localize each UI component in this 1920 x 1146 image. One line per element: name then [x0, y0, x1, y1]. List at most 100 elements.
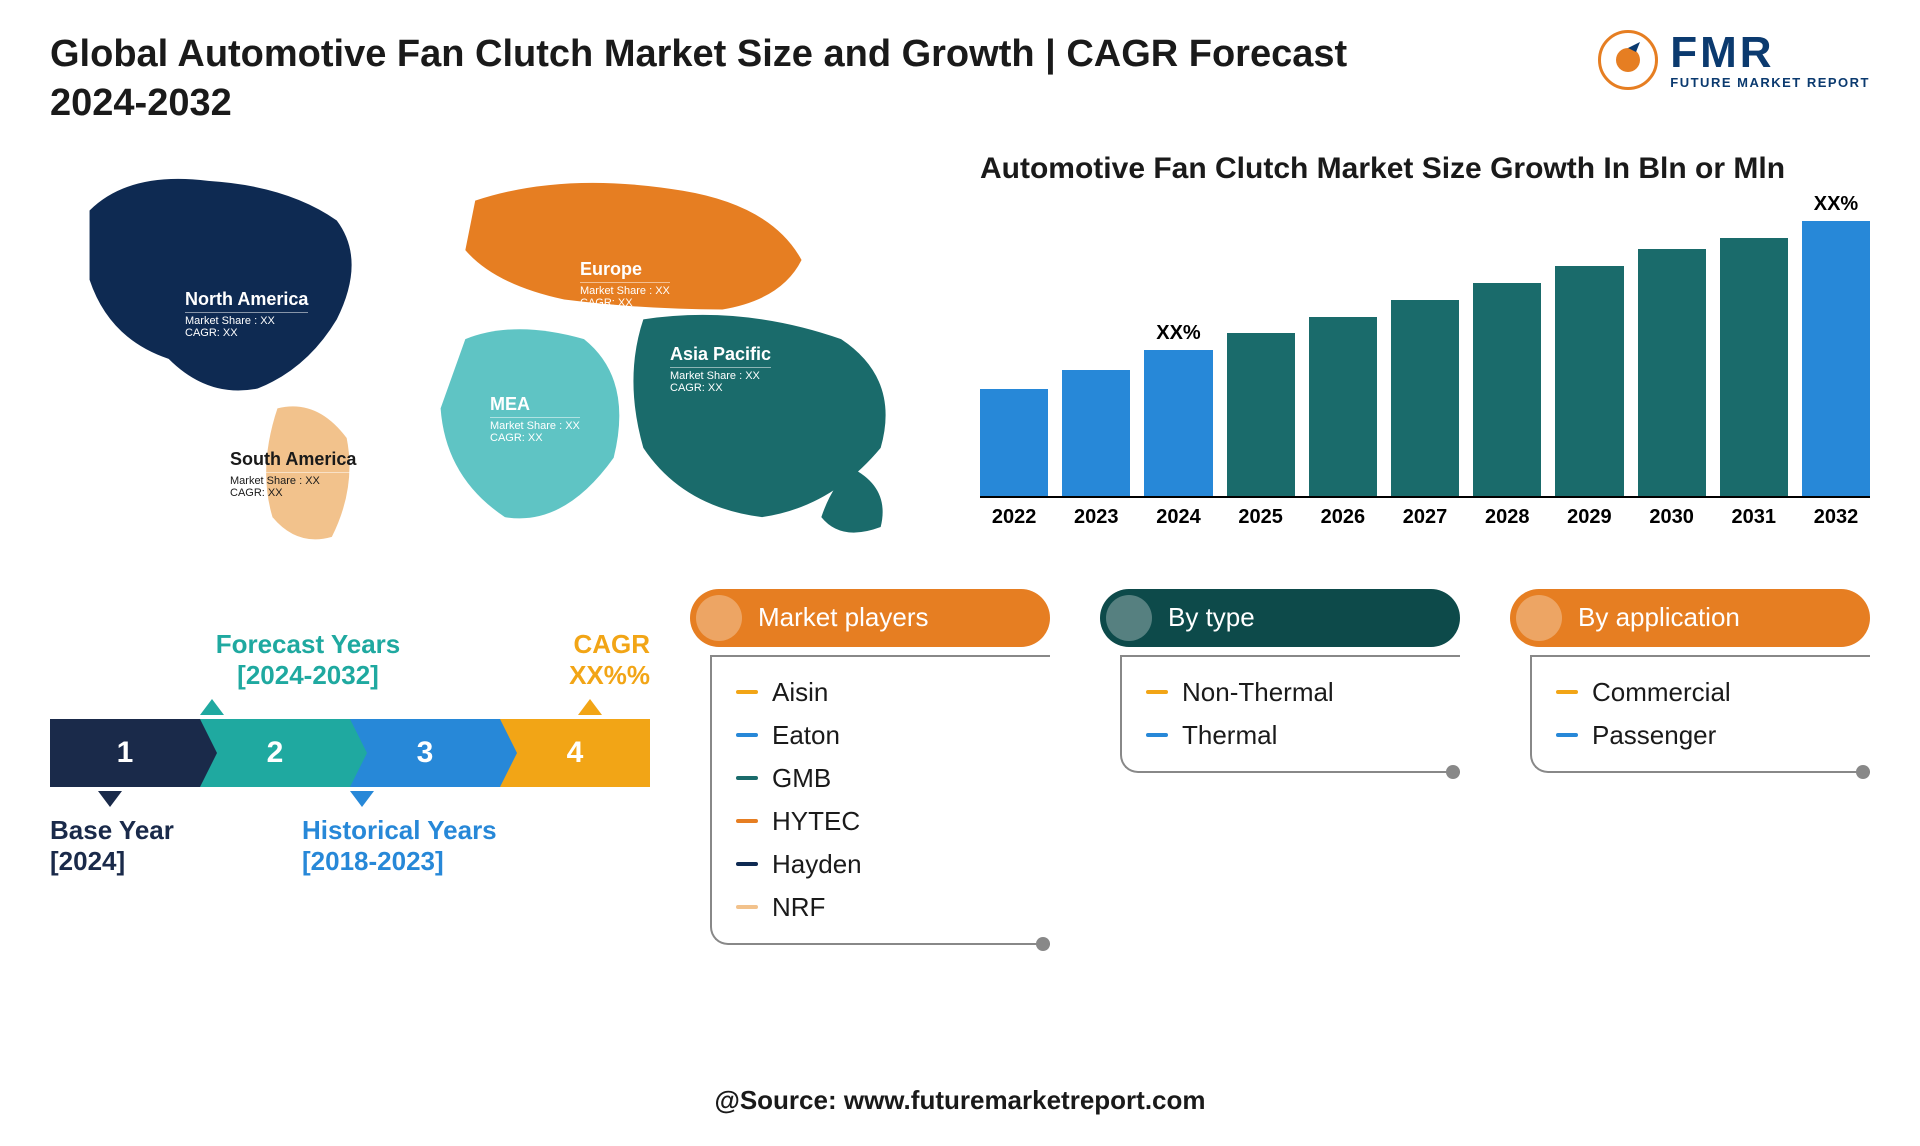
- category-pill: Market players: [690, 589, 1050, 647]
- bar-annotation: XX%: [1156, 322, 1200, 345]
- page-title: Global Automotive Fan Clutch Market Size…: [50, 30, 1350, 129]
- category-list: Non-Thermal Thermal: [1122, 671, 1460, 757]
- region-market-share: Market Share : XX: [670, 370, 771, 382]
- arrow-down-icon: [98, 791, 122, 807]
- bar-col: [1227, 333, 1295, 495]
- bar-col: [1062, 370, 1130, 496]
- x-axis-label: 2027: [1391, 506, 1459, 529]
- list-item: Commercial: [1556, 671, 1870, 714]
- category-title: By application: [1578, 602, 1740, 633]
- tick-icon: [1146, 733, 1168, 737]
- region-market-share: Market Share : XX: [185, 315, 308, 327]
- region-name: North America: [185, 289, 308, 313]
- tick-icon: [736, 819, 758, 823]
- tick-icon: [1556, 733, 1578, 737]
- chart-title: Automotive Fan Clutch Market Size Growth…: [980, 149, 1870, 188]
- category-column: Market players Aisin Eaton GMB HYTEC Hayden NR…: [690, 589, 1050, 945]
- timeline-bar: 1 2 3 4: [50, 719, 650, 787]
- list-item: Eaton: [736, 714, 1050, 757]
- logo-text-sub: FUTURE MARKET REPORT: [1670, 75, 1870, 90]
- pill-dot-icon: [1516, 595, 1562, 641]
- category-bracket: Non-Thermal Thermal: [1120, 655, 1460, 773]
- x-axis-label: 2028: [1473, 506, 1541, 529]
- bar-col: [1391, 300, 1459, 496]
- list-item: NRF: [736, 886, 1050, 929]
- logo: FMR FUTURE MARKET REPORT: [1598, 30, 1870, 90]
- bar: [1227, 333, 1295, 495]
- x-axis-label: 2026: [1309, 506, 1377, 529]
- arrow-up-icon: [200, 699, 224, 715]
- region-name: Europe: [580, 259, 670, 283]
- historical-years-text: Historical Years: [302, 815, 497, 845]
- region-market-share: Market Share : XX: [230, 475, 356, 487]
- category-list: Aisin Eaton GMB HYTEC Hayden NRF: [712, 671, 1050, 929]
- tick-icon: [736, 733, 758, 737]
- item-name: Hayden: [772, 849, 862, 880]
- bar-col: [980, 389, 1048, 495]
- category-pill: By application: [1510, 589, 1870, 647]
- region-label-ap: Asia Pacific Market Share : XX CAGR: XX: [670, 344, 771, 394]
- region-cagr: CAGR: XX: [185, 327, 308, 339]
- source-attribution: @Source: www.futuremarketreport.com: [714, 1085, 1205, 1116]
- list-item: GMB: [736, 757, 1050, 800]
- bar: [1720, 238, 1788, 496]
- arrow-down-icon: [350, 791, 374, 807]
- x-axis-label: 2022: [980, 506, 1048, 529]
- region-name: Asia Pacific: [670, 344, 771, 368]
- category-pill: By type: [1100, 589, 1460, 647]
- category-title: By type: [1168, 602, 1255, 633]
- bar: [1638, 249, 1706, 495]
- base-year-text: Base Year: [50, 815, 174, 845]
- region-label-mea: MEA Market Share : XX CAGR: XX: [490, 394, 580, 444]
- logo-icon: [1598, 30, 1658, 90]
- timeline-seg-1: 1: [50, 719, 200, 787]
- bar: [980, 389, 1048, 495]
- logo-text-main: FMR: [1670, 31, 1870, 75]
- list-item: Thermal: [1146, 714, 1460, 757]
- region-cagr: CAGR: XX: [580, 297, 670, 309]
- tick-icon: [736, 690, 758, 694]
- forecast-years-range: [2024-2032]: [237, 660, 379, 690]
- category-column: By type Non-Thermal Thermal: [1100, 589, 1460, 945]
- historical-years-label: Historical Years [2018-2023]: [302, 815, 542, 877]
- region-name: South America: [230, 449, 356, 473]
- item-name: Eaton: [772, 720, 840, 751]
- region-label-eu: Europe Market Share : XX CAGR: XX: [580, 259, 670, 309]
- tick-icon: [1556, 690, 1578, 694]
- x-axis-label: 2030: [1638, 506, 1706, 529]
- bar-chart: Automotive Fan Clutch Market Size Growth…: [980, 149, 1870, 549]
- bar-col: [1309, 317, 1377, 496]
- item-name: HYTEC: [772, 806, 860, 837]
- x-axis-label: 2032: [1802, 506, 1870, 529]
- forecast-years-label: Forecast Years [2024-2032]: [158, 629, 458, 691]
- region-cagr: CAGR: XX: [670, 382, 771, 394]
- category-list: CommercialPassenger: [1532, 671, 1870, 757]
- bar-col: XX%: [1802, 221, 1870, 495]
- world-map: North America Market Share : XX CAGR: XX…: [50, 149, 940, 549]
- pill-dot-icon: [1106, 595, 1152, 641]
- region-name: MEA: [490, 394, 580, 418]
- tick-icon: [736, 776, 758, 780]
- bar: [1473, 283, 1541, 496]
- bar-col: [1638, 249, 1706, 495]
- category-column: By application CommercialPassenger: [1510, 589, 1870, 945]
- bar-col: XX%: [1144, 350, 1212, 496]
- timeline-seg-3: 3: [350, 719, 500, 787]
- base-year-range: [2024]: [50, 846, 125, 876]
- x-axis-label: 2031: [1720, 506, 1788, 529]
- arrow-up-icon: [578, 699, 602, 715]
- forecast-years-text: Forecast Years: [216, 629, 401, 659]
- timeline-seg-4: 4: [500, 719, 650, 787]
- region-label-na: North America Market Share : XX CAGR: XX: [185, 289, 308, 339]
- x-axis-label: 2024: [1144, 506, 1212, 529]
- map-north-america: [90, 179, 352, 391]
- tick-icon: [1146, 690, 1168, 694]
- bar-annotation: XX%: [1814, 193, 1858, 216]
- x-axis-label: 2029: [1555, 506, 1623, 529]
- category-bracket: Aisin Eaton GMB HYTEC Hayden NRF: [710, 655, 1050, 945]
- item-name: Aisin: [772, 677, 828, 708]
- item-name: Non-Thermal: [1182, 677, 1334, 708]
- base-year-label: Base Year [2024]: [50, 815, 230, 877]
- bar: [1555, 266, 1623, 496]
- cagr-text: CAGR: [573, 629, 650, 659]
